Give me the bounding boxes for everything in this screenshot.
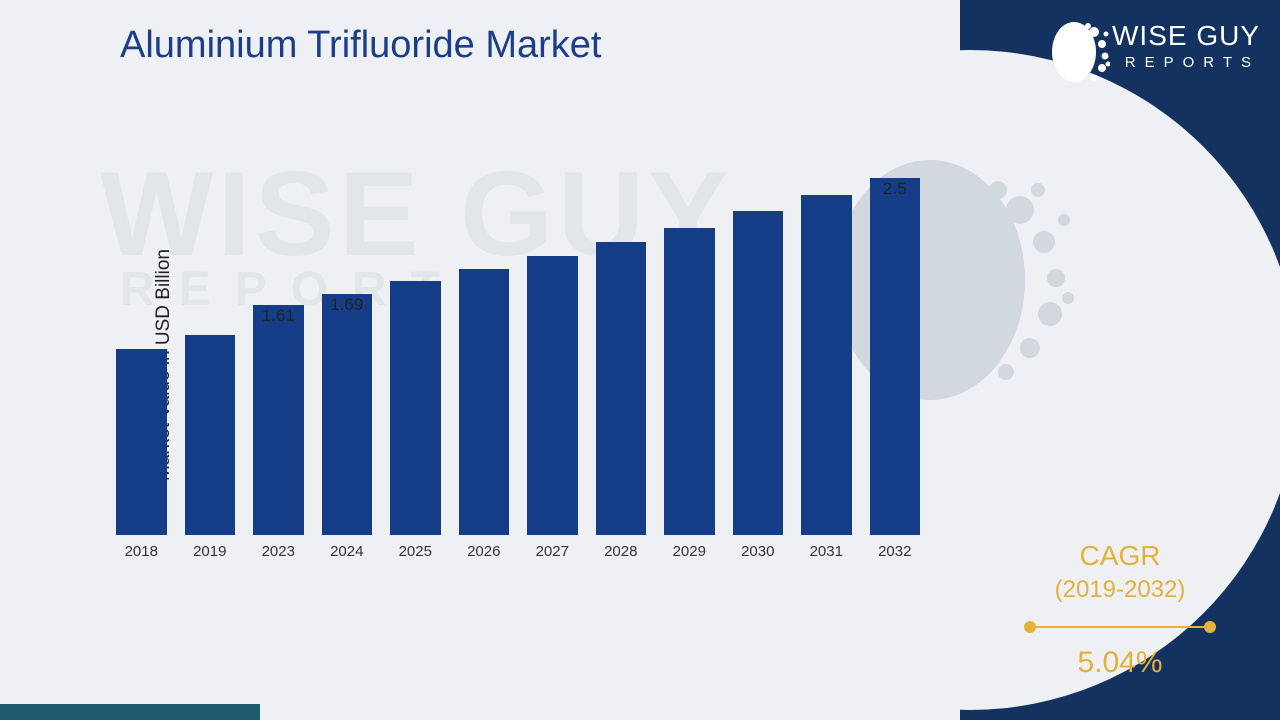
x-tick-label: 2024 bbox=[330, 543, 363, 560]
bar-value-label: 1.69 bbox=[330, 295, 363, 315]
bar-value-label: 2.5 bbox=[883, 179, 907, 199]
logo-line2: REPORTS bbox=[1112, 54, 1260, 71]
logo-line1: WISE GUY bbox=[1112, 20, 1260, 52]
cagr-years: (2019-2032) bbox=[990, 576, 1250, 604]
x-tick-label: 2019 bbox=[193, 543, 226, 560]
bar bbox=[390, 281, 441, 535]
bar bbox=[322, 294, 373, 535]
bar-col: 2.5 2032 bbox=[870, 130, 921, 560]
bar-col: 2026 bbox=[459, 130, 510, 560]
cagr-divider bbox=[1030, 626, 1210, 628]
cagr-value: 5.04% bbox=[990, 646, 1250, 680]
cagr-label: CAGR bbox=[990, 540, 1250, 572]
x-tick-label: 2025 bbox=[399, 543, 432, 560]
x-tick-label: 2027 bbox=[536, 543, 569, 560]
bar bbox=[870, 178, 921, 535]
bar-col: 2029 bbox=[664, 130, 715, 560]
bar-chart: Market Value in USD Billion 201820191.61… bbox=[60, 130, 920, 600]
x-tick-label: 2030 bbox=[741, 543, 774, 560]
bar bbox=[801, 195, 852, 535]
bar bbox=[733, 211, 784, 535]
x-tick-label: 2031 bbox=[810, 543, 843, 560]
plot-area: 2018 2019 1.61 2023 1.69 2024 2025 2026 2027 2028… bbox=[110, 130, 920, 560]
bar bbox=[664, 228, 715, 535]
chart-title: Aluminium Trifluoride Market bbox=[120, 24, 601, 67]
x-tick-label: 2026 bbox=[467, 543, 500, 560]
bar-col: 2030 bbox=[733, 130, 784, 560]
bar-col: 2028 bbox=[596, 130, 647, 560]
x-tick-label: 2023 bbox=[262, 543, 295, 560]
bar-value-label: 1.61 bbox=[262, 306, 295, 326]
x-tick-label: 2018 bbox=[125, 543, 158, 560]
brand-logo: WISE GUY REPORTS bbox=[1112, 20, 1260, 71]
bar bbox=[185, 335, 236, 535]
bar-col: 2025 bbox=[390, 130, 441, 560]
bar-col: 1.69 2024 bbox=[322, 130, 373, 560]
bar-col: 1.61 2023 bbox=[253, 130, 304, 560]
x-tick-label: 2028 bbox=[604, 543, 637, 560]
x-tick-label: 2029 bbox=[673, 543, 706, 560]
bar bbox=[116, 349, 167, 535]
bar bbox=[253, 305, 304, 535]
bar bbox=[596, 242, 647, 535]
bottom-stripe bbox=[0, 704, 260, 720]
bar bbox=[459, 269, 510, 535]
bar-col: 2031 bbox=[801, 130, 852, 560]
bar bbox=[527, 256, 578, 535]
cagr-block: CAGR (2019-2032) 5.04% bbox=[990, 540, 1250, 680]
bar-col: 2027 bbox=[527, 130, 578, 560]
bar-col: 2019 bbox=[185, 130, 236, 560]
logo-head-icon bbox=[1048, 18, 1110, 90]
x-tick-label: 2032 bbox=[878, 543, 911, 560]
bar-col: 2018 bbox=[116, 130, 167, 560]
